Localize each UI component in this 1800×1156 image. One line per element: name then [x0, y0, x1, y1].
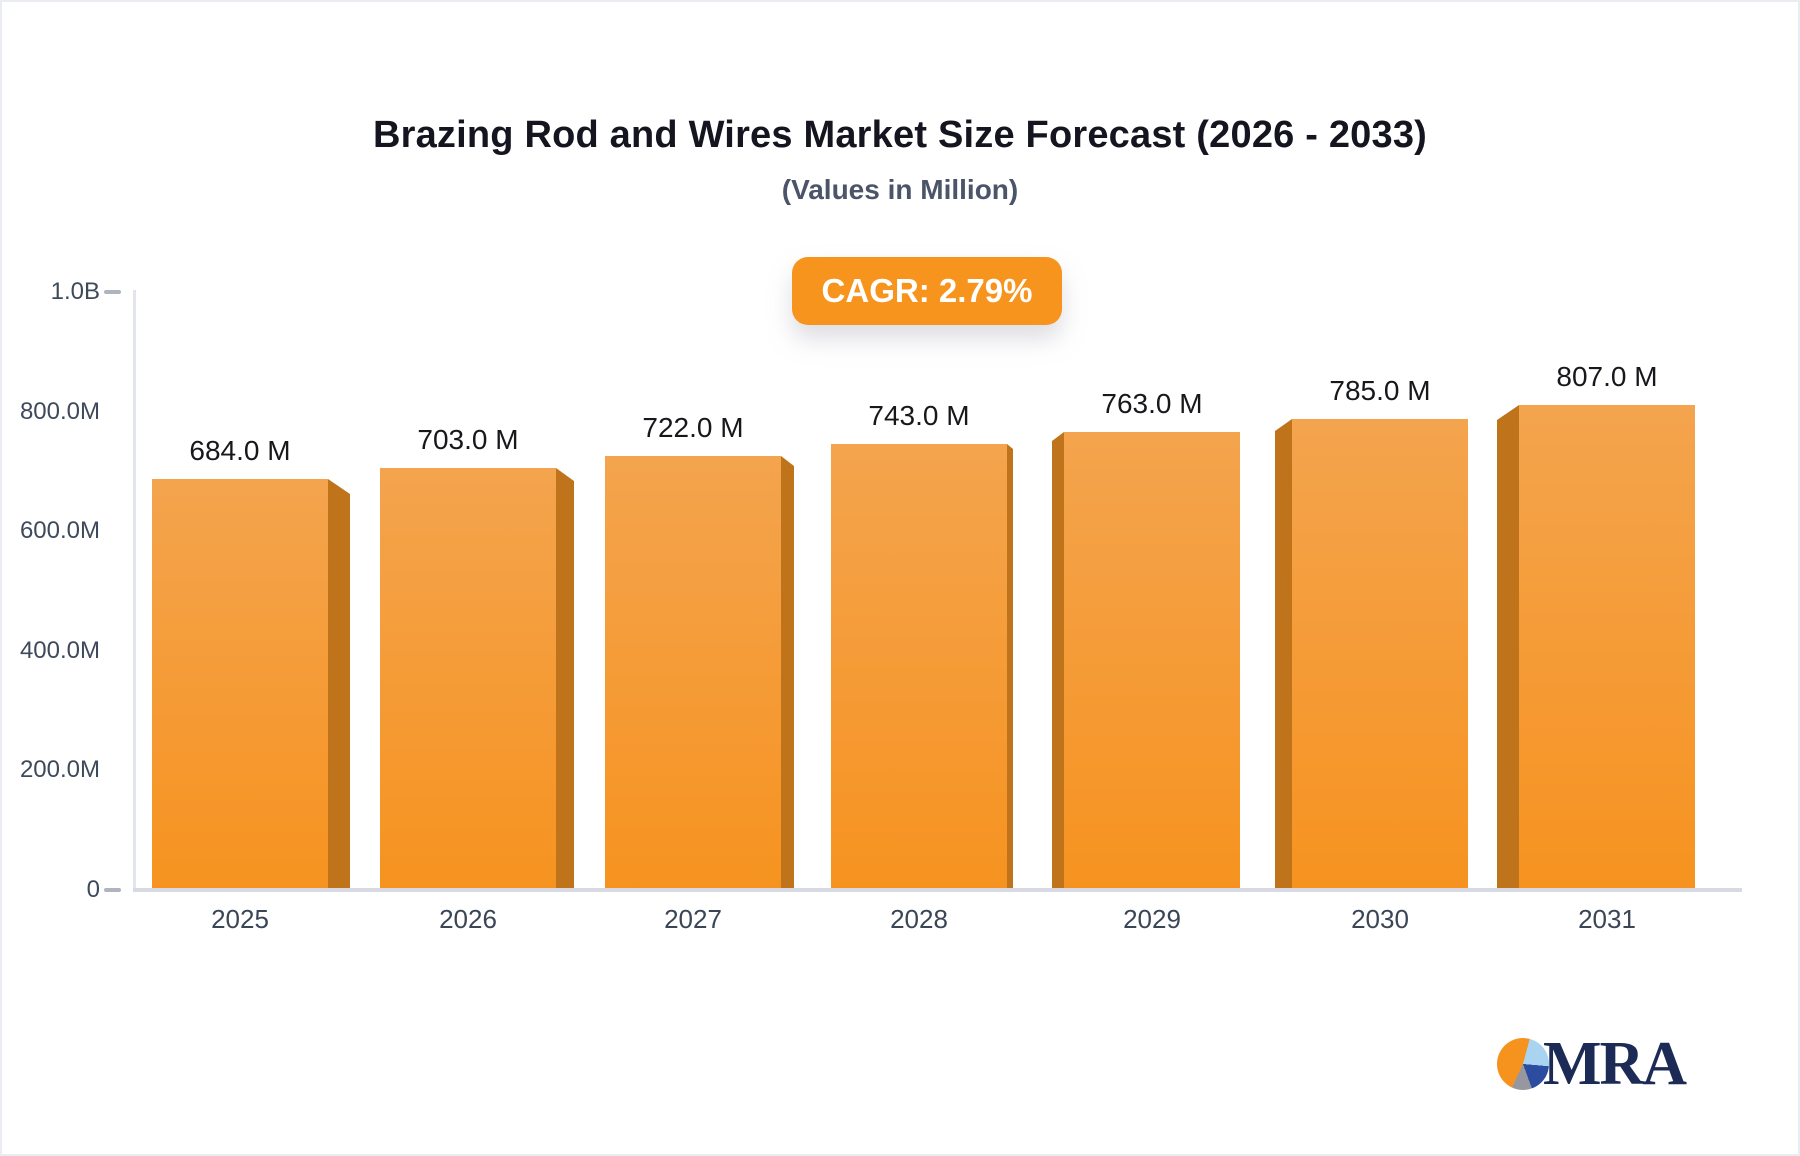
- bar-side-2026: [556, 468, 574, 888]
- bar-side-2028: [1007, 444, 1013, 888]
- bar-side-2027: [781, 456, 794, 888]
- bar-2030: [1292, 419, 1468, 888]
- bar-side-2029: [1052, 432, 1064, 888]
- bar-side-2030: [1275, 419, 1292, 888]
- pie-chart-logo-icon: [1497, 1038, 1549, 1090]
- bar-value-label-2029: 763.0 M: [1101, 388, 1203, 419]
- bar-2029: [1064, 432, 1240, 888]
- bar-2026: [380, 468, 556, 888]
- x-axis-label-2029: 2029: [1123, 904, 1181, 934]
- bar-2027: [605, 456, 781, 888]
- x-axis-label-2025: 2025: [211, 904, 269, 934]
- bar-side-2031: [1497, 405, 1519, 888]
- x-axis-label-2031: 2031: [1578, 904, 1636, 934]
- y-axis-tick-label-600.0M: 600.0M: [19, 517, 100, 544]
- x-axis-label-2026: 2026: [439, 904, 497, 934]
- bar-value-label-2031: 807.0 M: [1556, 361, 1658, 392]
- x-axis-label-2027: 2027: [664, 904, 722, 934]
- y-axis-tick-label-800.0M: 800.0M: [19, 398, 100, 425]
- y-axis-tick-mark: [104, 290, 121, 294]
- y-axis-tick-label-400.0M: 400.0M: [19, 637, 100, 664]
- y-axis-line: [133, 290, 136, 890]
- x-axis-line: [133, 888, 1742, 892]
- y-axis-tick-label-1.0B: 1.0B: [50, 278, 100, 305]
- chart-subtitle: (Values in Million): [781, 174, 1019, 205]
- y-axis-tick-label-200.0M: 200.0M: [19, 756, 100, 783]
- x-axis-label-2028: 2028: [890, 904, 948, 934]
- bar-value-label-2030: 785.0 M: [1329, 375, 1431, 406]
- y-axis-tick-mark: [104, 888, 121, 892]
- y-axis-tick-label-0: 0: [86, 876, 100, 903]
- bar-2028: [831, 444, 1007, 888]
- logo: MRA: [1497, 1030, 1687, 1098]
- bar-value-label-2027: 722.0 M: [642, 412, 744, 443]
- bar-2025: [152, 479, 328, 888]
- chart-title: Brazing Rod and Wires Market Size Foreca…: [372, 114, 1428, 156]
- logo-text: MRA: [1543, 1030, 1687, 1098]
- bar-2031: [1519, 405, 1695, 888]
- bar-value-label-2026: 703.0 M: [417, 424, 519, 455]
- bar-value-label-2025: 684.0 M: [189, 435, 291, 466]
- bar-side-2025: [328, 479, 350, 888]
- x-axis-label-2030: 2030: [1351, 904, 1409, 934]
- cagr-badge: CAGR: 2.79%: [792, 257, 1062, 325]
- bar-value-label-2028: 743.0 M: [868, 400, 970, 431]
